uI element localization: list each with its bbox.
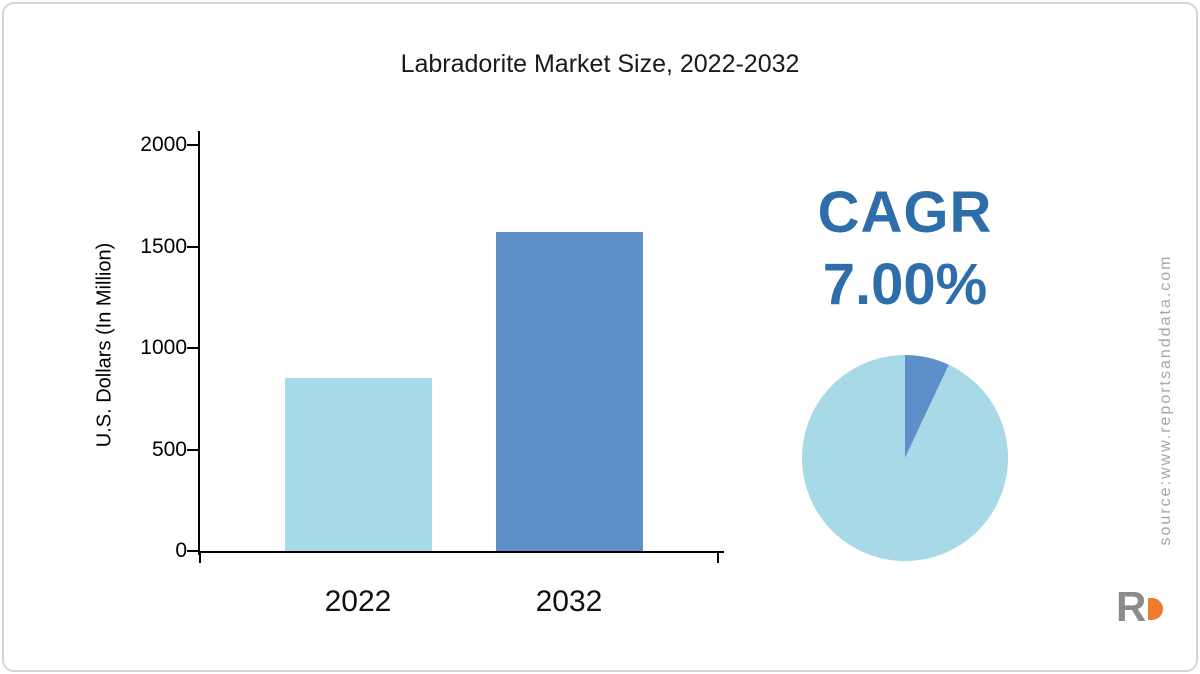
pie-slice-0 [905, 355, 949, 458]
logo-letter-r: R [1116, 583, 1147, 630]
y-axis-tick-label: 500 [151, 437, 187, 461]
bar-2032 [495, 232, 643, 551]
y-axis-tick [187, 245, 198, 248]
cagr-pie-chart [802, 355, 1008, 561]
x-axis-line [198, 551, 724, 553]
chart-title: Labradorite Market Size, 2022-2032 [400, 50, 800, 78]
x-axis-label-2022: 2022 [324, 585, 392, 618]
logo-orange-d-mark [1148, 598, 1164, 620]
y-axis-tick [187, 144, 198, 146]
x-axis-left-tick [199, 553, 201, 563]
y-axis-tick-label: 1000 [140, 336, 187, 359]
cagr-value: 7.00% [822, 252, 988, 317]
y-axis-title: U.S. Dollars (In Million) [93, 242, 116, 448]
cagr-label: CAGR [817, 180, 993, 245]
pie-slice-1 [802, 355, 1008, 561]
y-axis-tick [187, 550, 198, 552]
y-axis-tick [187, 448, 198, 451]
y-axis-tick-label: 1500 [140, 234, 187, 258]
y-axis-tick [187, 347, 198, 349]
source-attribution: source:www.reportsanddata.com [1157, 254, 1174, 546]
y-axis-line [198, 131, 200, 555]
cagr-block: CAGR 7.00% [755, 180, 1055, 324]
bar-2022 [284, 378, 432, 551]
y-axis-tick-label: 0 [175, 539, 187, 562]
x-axis-label-2032: 2032 [535, 585, 603, 618]
y-axis-tick-label: 2000 [140, 133, 187, 156]
reportsanddata-logo: R [1116, 583, 1164, 630]
x-axis-right-tick [717, 553, 719, 563]
